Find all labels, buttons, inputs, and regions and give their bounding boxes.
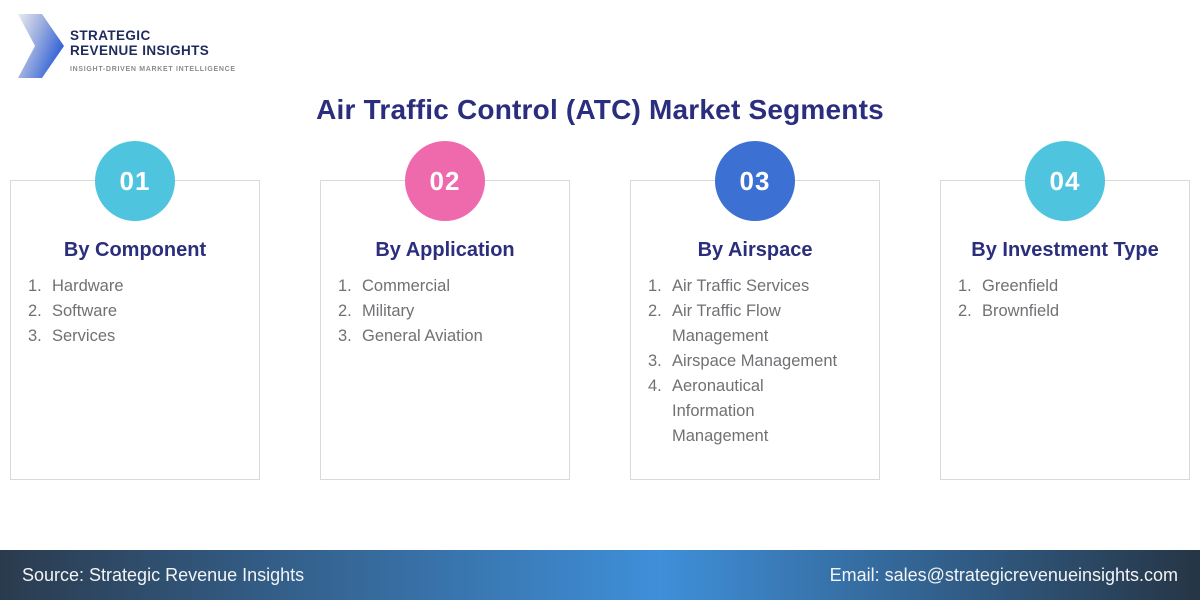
item-label: Airspace Management (672, 352, 838, 370)
item-label: Greenfield (982, 277, 1059, 295)
item-number: 1. (28, 277, 42, 295)
list-item: 4. Aeronautical Information Management (648, 374, 879, 449)
list-item: 2. Air Traffic Flow Management (648, 299, 879, 349)
item-label: Military (362, 302, 415, 320)
item-label: Commercial (362, 277, 451, 295)
item-label: Services (52, 327, 116, 345)
card-number-badge: 03 (715, 141, 795, 221)
item-number: 2. (28, 302, 42, 320)
item-number: 3. (338, 327, 352, 345)
logo-tagline: INSIGHT-DRIVEN MARKET INTELLIGENCE (70, 66, 236, 73)
logo-name-line2: REVENUE INSIGHTS (70, 43, 210, 58)
item-label: Aeronautical Information Management (672, 377, 769, 445)
item-label: Brownfield (982, 302, 1060, 320)
card-by-airspace: 03 By Airspace 1. Air Traffic Services 2.… (630, 141, 880, 480)
item-label: Air Traffic Flow Management (672, 302, 781, 345)
list-item: 1. Commercial (338, 274, 569, 299)
list-item: 1. Greenfield (958, 274, 1189, 299)
item-number: 2. (648, 302, 662, 320)
list-item: 2. Military (338, 299, 569, 324)
item-label: Air Traffic Services (672, 277, 810, 295)
item-label: General Aviation (362, 327, 483, 345)
item-number: 3. (648, 352, 662, 370)
card-number-badge: 01 (95, 141, 175, 221)
logo-text: STRATEGIC REVENUE INSIGHTS INSIGHT-DRIVE… (70, 14, 236, 73)
footer-source-text: Source: Strategic Revenue Insights (22, 564, 305, 585)
chevron-logo-icon (18, 14, 64, 78)
list-item: 3. Services (28, 324, 259, 349)
list-item: 2. Software (28, 299, 259, 324)
item-number: 1. (338, 277, 352, 295)
card-item-list: 1. Air Traffic Services 2. Air Traffic Flo… (631, 274, 879, 449)
card-item-list: 1. Greenfield 2. Brownfield (941, 274, 1189, 324)
item-number: 3. (28, 327, 42, 345)
item-number: 1. (648, 277, 662, 295)
card-heading: By Investment Type (971, 239, 1159, 261)
card-by-investment-type: 04 By Investment Type 1. Greenfield 2. Bro… (940, 141, 1190, 480)
list-item: 3. General Aviation (338, 324, 569, 349)
footer-bar: Source: Strategic Revenue Insights Email… (0, 550, 1200, 600)
card-number-badge: 02 (405, 141, 485, 221)
card-number-badge: 04 (1025, 141, 1105, 221)
item-label: Hardware (52, 277, 124, 295)
item-number: 1. (958, 277, 972, 295)
card-heading: By Airspace (697, 239, 813, 261)
logo-name-line1: STRATEGIC (70, 28, 151, 43)
card-by-application: 02 By Application 1. Commercial 2. Militar… (320, 141, 570, 480)
card-heading: By Component (63, 239, 207, 261)
item-number: 2. (338, 302, 352, 320)
list-item: 1. Hardware (28, 274, 259, 299)
list-item: 1. Air Traffic Services (648, 274, 879, 299)
card-item-list: 1. Hardware 2. Software 3. Services (11, 274, 259, 349)
card-heading: By Application (375, 239, 515, 261)
footer-email-text: Email: sales@strategicrevenueinsights.co… (829, 564, 1178, 585)
list-item: 3. Airspace Management (648, 349, 879, 374)
list-item: 2. Brownfield (958, 299, 1189, 324)
card-item-list: 1. Commercial 2. Military 3. General Aviati… (321, 274, 569, 349)
segment-cards-row: 01 By Component 1. Hardware 2. Software 3.… (10, 141, 1190, 480)
page-title: Air Traffic Control (ATC) Market Segment… (316, 94, 884, 125)
item-number: 2. (958, 302, 972, 320)
card-by-component: 01 By Component 1. Hardware 2. Software 3.… (10, 141, 260, 480)
item-number: 4. (648, 377, 662, 395)
item-label: Software (52, 302, 118, 320)
logo: STRATEGIC REVENUE INSIGHTS INSIGHT-DRIVE… (18, 14, 236, 78)
